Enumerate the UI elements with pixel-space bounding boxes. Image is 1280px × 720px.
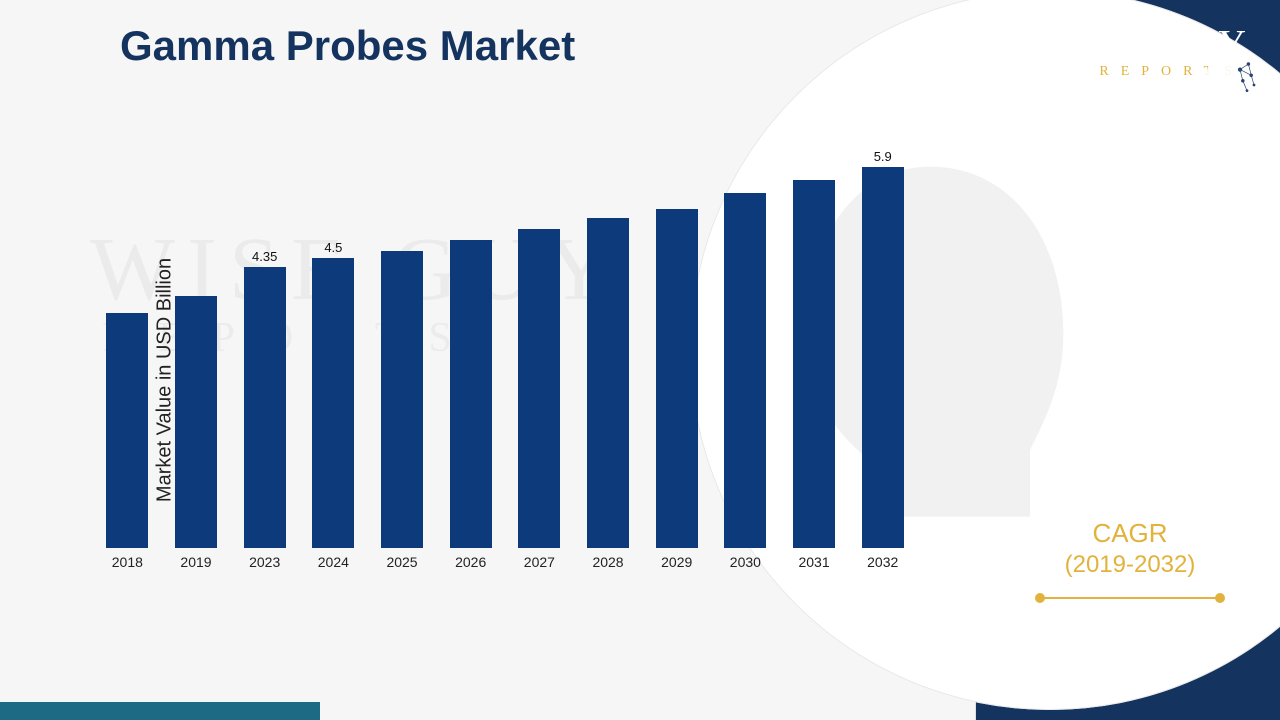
x-tick-label: 2026 <box>455 554 486 570</box>
x-tick-label: 2027 <box>524 554 555 570</box>
bar-value-label: 5.9 <box>874 149 892 165</box>
cagr-divider <box>1040 597 1220 599</box>
x-tick-label: 2028 <box>592 554 623 570</box>
bar-column: 2028 <box>586 200 631 570</box>
bar-column: 4.35 2023 <box>242 249 287 570</box>
bar-column: 2025 <box>380 233 425 570</box>
bottom-strip <box>0 702 320 720</box>
bar-column: 2030 <box>723 175 768 570</box>
brand-head-icon <box>1198 43 1268 113</box>
cagr-period: (2019-2032) <box>1010 551 1250 579</box>
bar-value-label: 4.35 <box>252 249 277 265</box>
bar <box>450 240 492 548</box>
bar-column: 2018 <box>105 295 150 570</box>
bar-column: 2029 <box>654 191 699 570</box>
x-tick-label: 2032 <box>867 554 898 570</box>
bar-chart: Market Value in USD Billion 201820194.35… <box>55 150 915 610</box>
bar <box>793 180 835 548</box>
x-tick-label: 2018 <box>112 554 143 570</box>
stage: WISE GUY REPORTS Gamma Probes Market WIS… <box>0 0 1280 720</box>
bar <box>381 251 423 548</box>
cagr-value: 3.44% <box>1010 613 1250 650</box>
x-tick-label: 2030 <box>730 554 761 570</box>
bar <box>656 209 698 548</box>
bar-column: 2031 <box>792 162 837 570</box>
bar <box>244 267 286 548</box>
bar-column: 2019 <box>174 278 219 570</box>
bar-column: 2027 <box>517 211 562 570</box>
bar <box>587 218 629 548</box>
bar <box>175 296 217 548</box>
bar-column: 4.5 2024 <box>311 240 356 570</box>
x-tick-label: 2024 <box>318 554 349 570</box>
bar <box>106 313 148 548</box>
bar <box>312 258 354 548</box>
x-tick-label: 2019 <box>180 554 211 570</box>
bar <box>724 193 766 548</box>
x-tick-label: 2029 <box>661 554 692 570</box>
x-tick-label: 2025 <box>386 554 417 570</box>
bar <box>518 229 560 548</box>
x-tick-label: 2031 <box>798 554 829 570</box>
brand-logo: WISE GUY REPORTS <box>1033 25 1250 79</box>
page-title: Gamma Probes Market <box>120 22 575 70</box>
plot-area: 2018 2019 4.35 2023 4.5 2024 2025 2026 2027 2028 2… <box>95 150 915 570</box>
bar <box>862 167 904 548</box>
cagr-label: CAGR <box>1010 518 1250 549</box>
bar-value-label: 4.5 <box>324 240 342 256</box>
x-tick-label: 2023 <box>249 554 280 570</box>
bar-column: 2026 <box>448 222 493 570</box>
cagr-block: CAGR (2019-2032) 3.44% <box>1010 518 1250 650</box>
bar-column: 5.9 2032 <box>860 149 905 570</box>
